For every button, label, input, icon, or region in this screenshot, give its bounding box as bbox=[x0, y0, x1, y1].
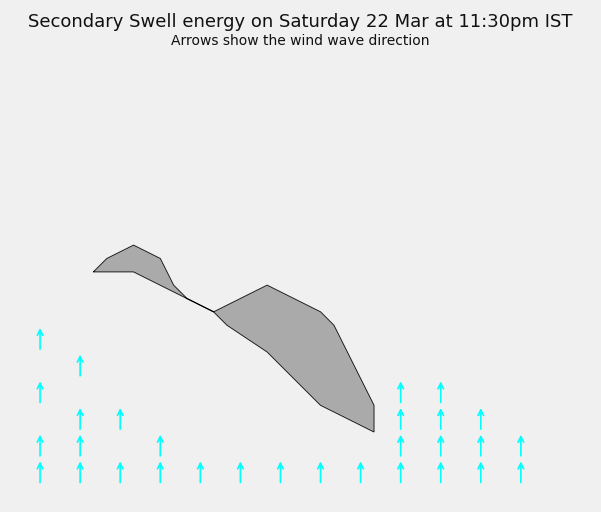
Text: Secondary Swell energy on Saturday 22 Mar at 11:30pm IST: Secondary Swell energy on Saturday 22 Ma… bbox=[28, 13, 573, 31]
Polygon shape bbox=[94, 245, 374, 432]
Text: Arrows show the wind wave direction: Arrows show the wind wave direction bbox=[171, 34, 430, 48]
